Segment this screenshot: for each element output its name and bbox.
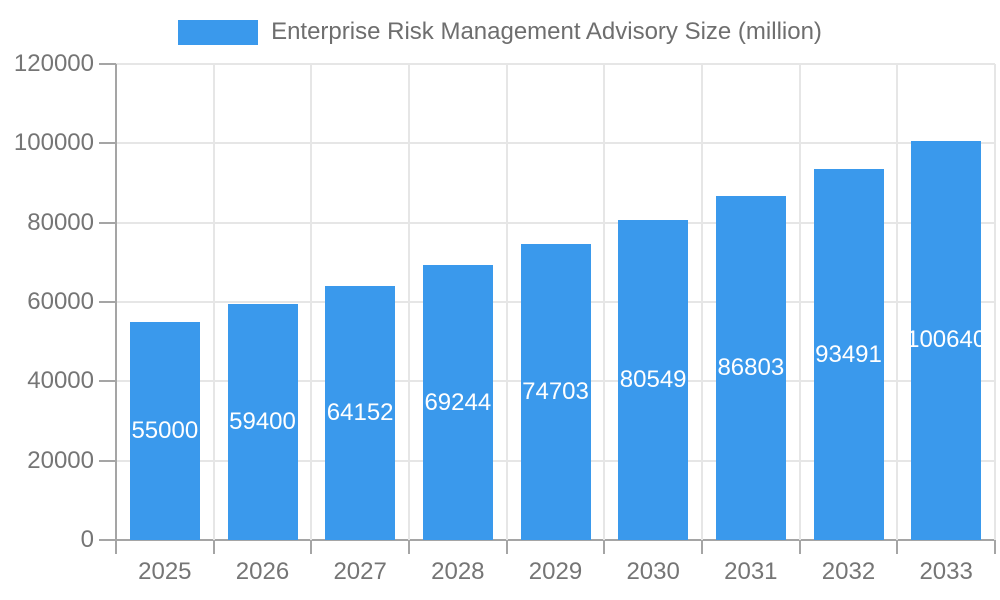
- bar: 69244: [422, 265, 493, 540]
- x-tick-label: 2033: [919, 558, 973, 585]
- y-tick: [99, 380, 116, 383]
- y-tick: [99, 63, 116, 65]
- x-tick: [701, 540, 703, 554]
- v-gridline: [505, 64, 508, 540]
- x-tick-label: 2027: [333, 558, 387, 585]
- v-gridline: [310, 64, 313, 540]
- x-tick-label: 2025: [138, 558, 192, 585]
- bar-value-label: 93491: [815, 340, 882, 368]
- bar-value-label: 55000: [131, 416, 199, 444]
- y-tick-label: 40000: [27, 367, 94, 395]
- y-axis-line: [115, 64, 117, 540]
- bar: 100640: [911, 140, 982, 540]
- y-tick: [99, 142, 116, 145]
- bar-value-label: 86803: [717, 353, 785, 381]
- h-gridline: [116, 142, 995, 145]
- v-gridline: [798, 64, 801, 540]
- v-gridline: [212, 64, 215, 540]
- x-tick: [310, 540, 313, 554]
- x-tick-label: 2031: [724, 558, 778, 585]
- bar: 64152: [325, 285, 396, 540]
- bar-value-label: 64152: [326, 398, 394, 426]
- bar: 59400: [227, 304, 298, 540]
- x-tick: [408, 540, 410, 554]
- y-tick-label: 80000: [27, 208, 94, 236]
- y-tick: [99, 539, 116, 541]
- bar-value-label: 59400: [229, 408, 296, 436]
- x-axis-line: [116, 539, 995, 541]
- x-tick-label: 2028: [431, 558, 485, 585]
- x-tick: [603, 540, 606, 554]
- bar-value-label: 74703: [522, 377, 589, 405]
- x-tick: [994, 540, 996, 554]
- y-tick-label: 60000: [27, 288, 94, 315]
- y-tick-label: 120000: [13, 50, 94, 77]
- legend-item[interactable]: Enterprise Risk Management Advisory Size…: [178, 18, 822, 46]
- v-gridline: [896, 64, 899, 540]
- x-tick-label: 2029: [528, 558, 583, 585]
- legend-color-swatch: [178, 19, 259, 45]
- bar-value-label: 100640: [911, 326, 982, 354]
- v-gridline: [701, 64, 703, 540]
- x-tick-label: 2032: [821, 558, 876, 585]
- bar: 80549: [618, 220, 689, 540]
- y-tick: [99, 221, 116, 224]
- y-tick-label: 0: [80, 526, 94, 553]
- bar-value-label: 80549: [619, 366, 687, 394]
- x-tick: [896, 540, 899, 554]
- x-tick: [798, 540, 801, 554]
- bar: 86803: [715, 195, 786, 540]
- v-gridline: [994, 64, 996, 540]
- x-tick: [115, 540, 117, 554]
- h-gridline: [116, 63, 995, 65]
- y-tick-label: 20000: [27, 446, 94, 474]
- h-gridline: [116, 221, 995, 224]
- bar: 55000: [129, 321, 200, 540]
- v-gridline: [408, 64, 410, 540]
- y-tick-label: 100000: [13, 129, 94, 157]
- bar-value-label: 69244: [424, 388, 492, 416]
- legend-series-label: Enterprise Risk Management Advisory Size…: [271, 18, 822, 45]
- bar: 74703: [520, 243, 591, 540]
- v-gridline: [603, 64, 606, 540]
- x-tick-label: 2030: [626, 558, 680, 585]
- chart-legend: Enterprise Risk Management Advisory Size…: [0, 18, 1000, 46]
- x-tick: [505, 540, 508, 554]
- y-tick: [99, 459, 116, 462]
- x-tick-label: 2026: [235, 558, 290, 585]
- y-tick: [99, 301, 116, 303]
- bar: 93491: [813, 169, 884, 540]
- x-tick: [212, 540, 215, 554]
